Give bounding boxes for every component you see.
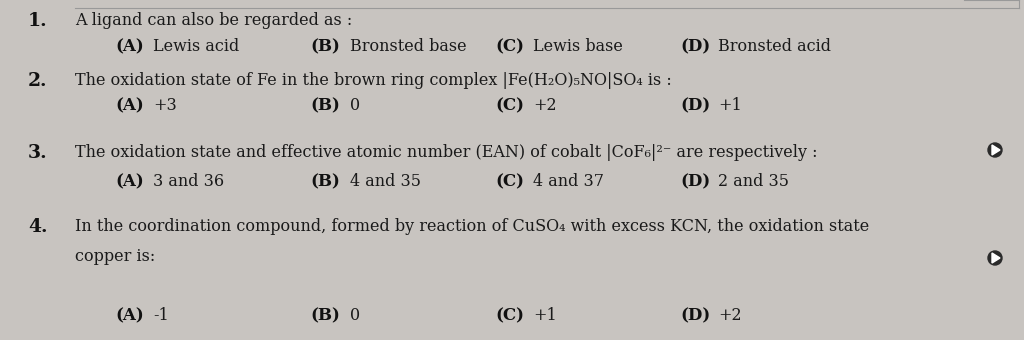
Text: In the coordination compound, formed by reaction of CuSO₄ with excess KCN, the o: In the coordination compound, formed by … (75, 218, 869, 235)
Text: (B): (B) (310, 173, 340, 190)
Text: (C): (C) (495, 38, 524, 55)
Text: (B): (B) (310, 97, 340, 114)
Circle shape (988, 251, 1002, 265)
Text: 4 and 37: 4 and 37 (534, 173, 604, 190)
Text: +1: +1 (718, 97, 741, 114)
Text: (A): (A) (115, 307, 143, 324)
Text: 4 and 35: 4 and 35 (350, 173, 421, 190)
Text: (A): (A) (115, 38, 143, 55)
Text: 4.: 4. (28, 218, 47, 236)
Text: Bronsted base: Bronsted base (350, 38, 467, 55)
Text: 2 and 35: 2 and 35 (718, 173, 790, 190)
Text: Bronsted acid: Bronsted acid (718, 38, 831, 55)
Polygon shape (992, 145, 1000, 155)
Text: +2: +2 (534, 97, 557, 114)
Text: copper is:: copper is: (75, 248, 156, 265)
Text: 0: 0 (350, 307, 360, 324)
Text: (C): (C) (495, 307, 524, 324)
Text: (B): (B) (310, 307, 340, 324)
Text: 3.: 3. (28, 144, 48, 162)
Text: (C): (C) (495, 173, 524, 190)
Text: (D): (D) (680, 38, 711, 55)
Text: (D): (D) (680, 173, 711, 190)
Circle shape (988, 143, 1002, 157)
Text: 3 and 36: 3 and 36 (153, 173, 224, 190)
Text: The oxidation state of Fe in the brown ring complex |Fe(H₂O)₅NO|SO₄ is :: The oxidation state of Fe in the brown r… (75, 72, 672, 89)
Text: (A): (A) (115, 173, 143, 190)
Text: The oxidation state and effective atomic number (EAN) of cobalt |CoF₆|²⁻ are res: The oxidation state and effective atomic… (75, 144, 817, 161)
Text: +2: +2 (718, 307, 741, 324)
Text: Lewis acid: Lewis acid (153, 38, 240, 55)
Text: (D): (D) (680, 307, 711, 324)
Text: (B): (B) (310, 38, 340, 55)
Text: Lewis base: Lewis base (534, 38, 623, 55)
Text: +1: +1 (534, 307, 557, 324)
Text: 1.: 1. (28, 12, 48, 30)
Text: (C): (C) (495, 97, 524, 114)
Text: (D): (D) (680, 97, 711, 114)
Text: +3: +3 (153, 97, 177, 114)
Text: -1: -1 (153, 307, 169, 324)
Text: (A): (A) (115, 97, 143, 114)
Text: 2.: 2. (28, 72, 47, 90)
Text: A ligand can also be regarded as :: A ligand can also be regarded as : (75, 12, 352, 29)
Polygon shape (992, 253, 1000, 263)
Text: 0: 0 (350, 97, 360, 114)
